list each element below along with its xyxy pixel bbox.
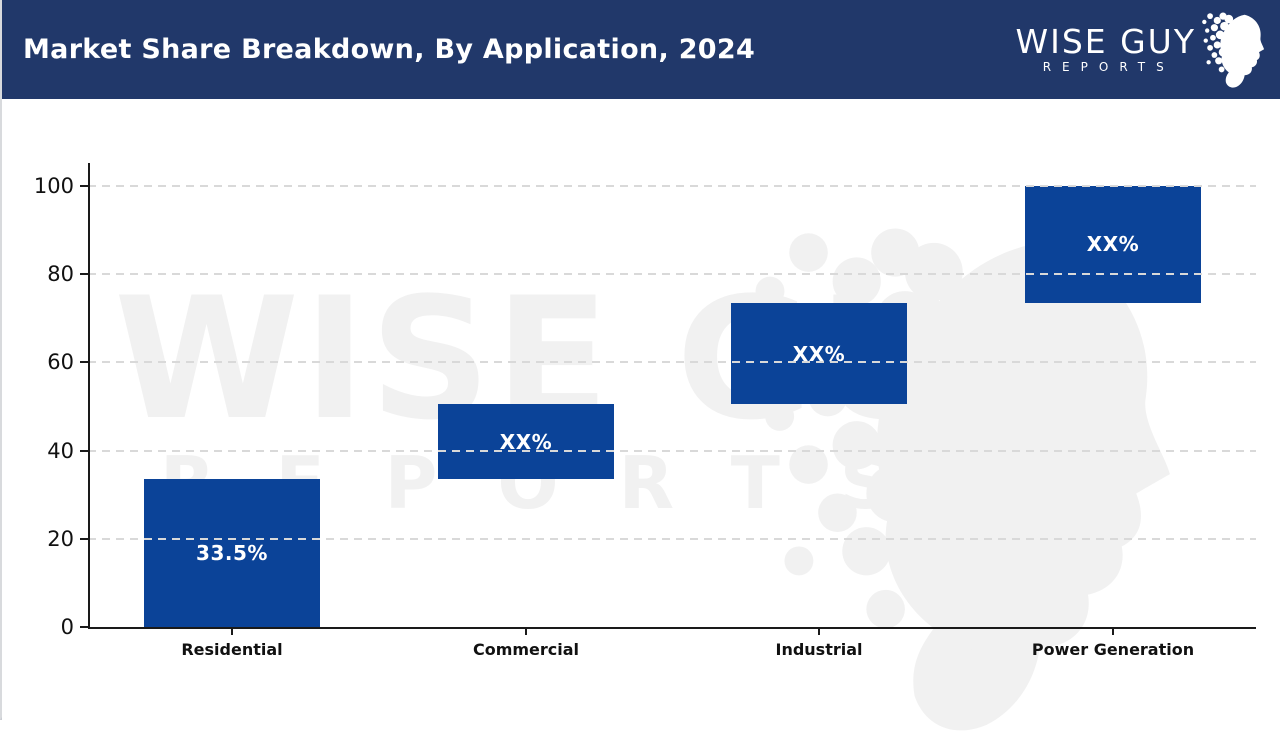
y-axis-tick-label: 40 [47,438,74,463]
y-axis-tick-label: 0 [60,615,74,639]
logo-subtitle: REPORTS [1042,60,1175,75]
x-axis-tick [818,627,820,635]
y-axis-tick-label: 60 [47,350,74,375]
bar-power-generation: XX% [1025,186,1201,303]
y-axis-tick-label: 80 [47,262,74,287]
x-axis-tick [231,627,233,635]
y-axis-tick [80,273,88,276]
bar-value-label: XX% [1086,232,1140,257]
x-axis-category-label: Power Generation [1031,640,1195,659]
chart-header: Market Share Breakdown, By Application, … [2,0,1280,99]
y-axis-tick-label: 20 [47,526,74,551]
y-axis-tick [80,185,88,187]
y-axis-tick [80,361,88,364]
logo-head-icon [1202,12,1265,88]
bar-industrial: XX% [731,302,907,405]
bar-commercial: XX% [438,404,614,480]
x-axis-category-label: Residential [181,640,283,659]
y-gridline [88,537,1256,540]
x-axis-tick [525,627,527,635]
bar-chart: WISE GUY REPORTS 0 20 40 60 80 100 33.5% Reside… [2,99,1280,731]
x-axis-category-label: Industrial [775,640,863,659]
bar-residential: 33.5% [144,479,320,627]
x-axis-category-label: Commercial [472,640,580,659]
y-axis-tick [80,626,88,628]
wise-guy-reports-logo: WISE GUY REPORTS [1015,8,1280,92]
y-gridline [88,185,1256,187]
y-axis-tick-label: 100 [33,174,74,198]
y-gridline [88,449,1256,452]
logo-text: WISE GUY REPORTS [1015,21,1196,75]
y-axis-line [88,163,90,629]
x-axis-tick [1112,627,1114,635]
x-axis-line [88,627,1256,629]
y-gridline [88,361,1256,364]
logo-wordmark: WISE GUY [1015,21,1196,61]
y-gridline [88,273,1256,276]
y-axis-tick [80,449,88,452]
y-axis-tick [80,537,88,540]
chart-title: Market Share Breakdown, By Application, … [23,34,756,65]
bar-value-label: 33.5% [196,541,268,566]
